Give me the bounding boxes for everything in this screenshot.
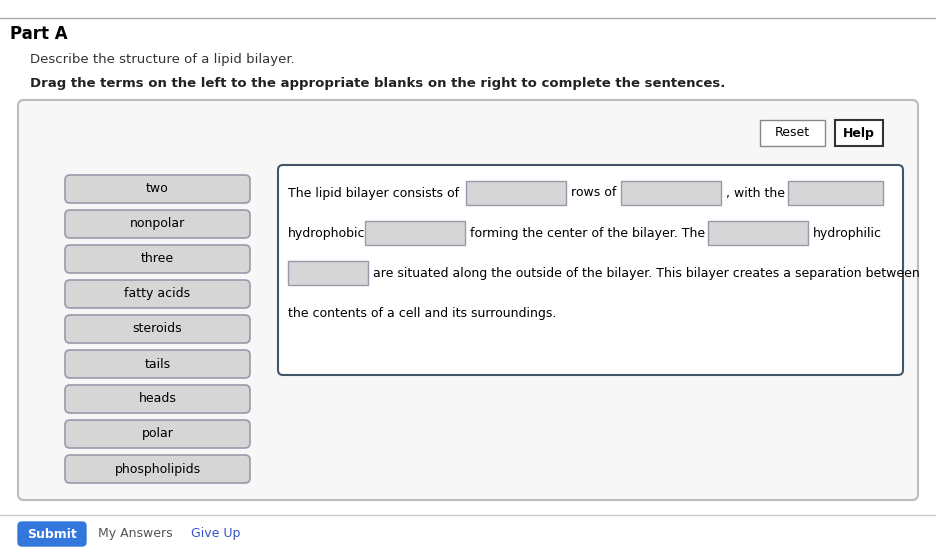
FancyBboxPatch shape [65, 175, 250, 203]
Text: steroids: steroids [133, 322, 183, 335]
Text: fatty acids: fatty acids [124, 288, 191, 300]
Bar [365, 221, 465, 245]
FancyBboxPatch shape [18, 522, 86, 546]
Text: the contents of a cell and its surroundings.: the contents of a cell and its surroundi… [288, 306, 556, 320]
FancyBboxPatch shape [65, 245, 250, 273]
Text: Help: Help [843, 126, 875, 140]
Bar [835, 120, 883, 146]
Bar [788, 181, 883, 205]
Text: polar: polar [141, 427, 173, 441]
Text: three: three [141, 252, 174, 266]
FancyBboxPatch shape [278, 165, 903, 375]
Text: tails: tails [144, 358, 170, 371]
FancyBboxPatch shape [18, 100, 918, 500]
Text: Submit: Submit [27, 527, 77, 541]
Text: Part A: Part A [10, 25, 67, 43]
Text: nonpolar: nonpolar [130, 217, 185, 230]
Bar [621, 181, 721, 205]
Text: The lipid bilayer consists of: The lipid bilayer consists of [288, 186, 460, 200]
Text: Drag the terms on the left to the appropriate blanks on the right to complete th: Drag the terms on the left to the approp… [30, 76, 725, 90]
Text: two: two [146, 183, 168, 195]
FancyBboxPatch shape [65, 350, 250, 378]
FancyBboxPatch shape [65, 385, 250, 413]
Bar [466, 181, 566, 205]
Bar [708, 221, 808, 245]
Text: hydrophilic: hydrophilic [813, 227, 882, 239]
FancyBboxPatch shape [65, 455, 250, 483]
Text: heads: heads [139, 393, 177, 405]
Text: are situated along the outside of the bilayer. This bilayer creates a separation: are situated along the outside of the bi… [373, 267, 920, 279]
Text: Describe the structure of a lipid bilayer.: Describe the structure of a lipid bilaye… [30, 53, 295, 67]
Text: My Answers: My Answers [98, 527, 172, 541]
Text: hydrophobic: hydrophobic [288, 227, 365, 239]
FancyBboxPatch shape [65, 420, 250, 448]
Text: , with the: , with the [726, 186, 785, 200]
FancyBboxPatch shape [65, 315, 250, 343]
FancyBboxPatch shape [65, 280, 250, 308]
Text: forming the center of the bilayer. The: forming the center of the bilayer. The [470, 227, 705, 239]
Text: phospholipids: phospholipids [114, 463, 200, 476]
FancyBboxPatch shape [65, 210, 250, 238]
Bar [760, 120, 825, 146]
Text: Reset: Reset [775, 126, 810, 140]
Text: rows of: rows of [571, 186, 617, 200]
Text: Give Up: Give Up [191, 527, 241, 541]
Bar [288, 261, 368, 285]
